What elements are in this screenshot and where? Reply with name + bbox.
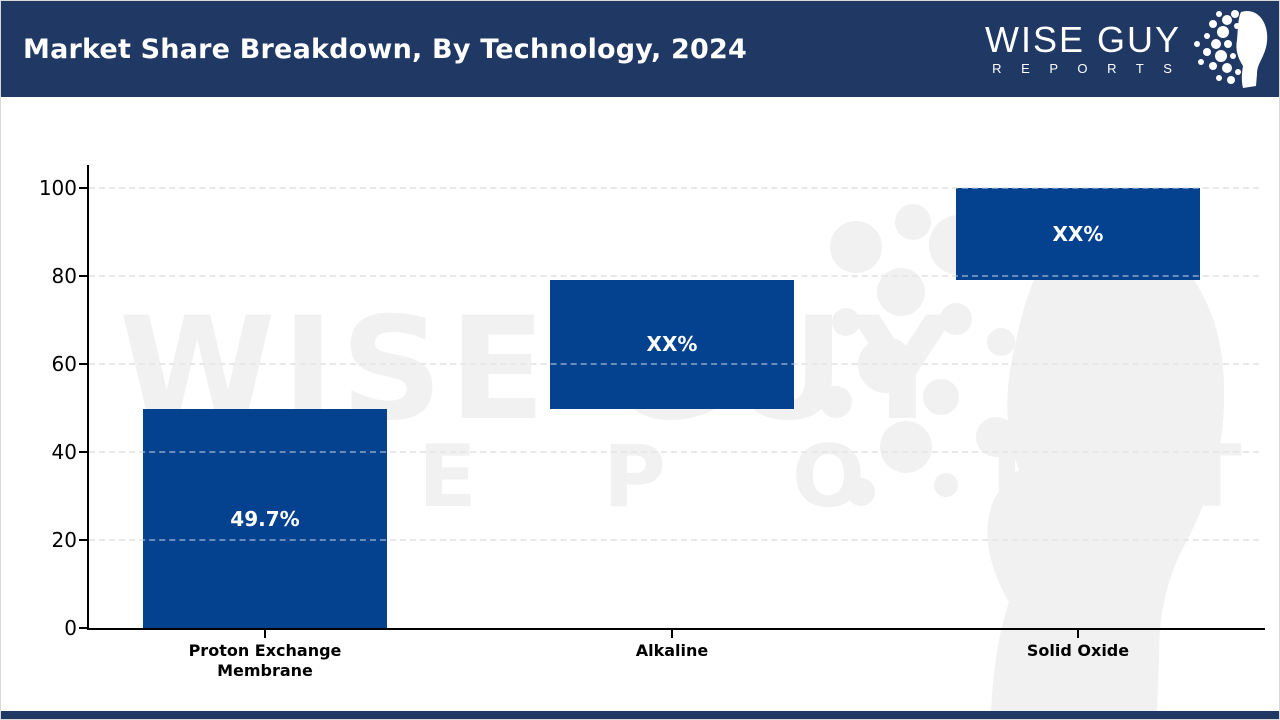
bar-value-label: XX%: [646, 332, 698, 357]
bar-value-label: XX%: [1052, 221, 1104, 246]
logo-head-icon: [1194, 10, 1268, 89]
header-bar: Market Share Breakdown, By Technology, 2…: [1, 1, 1279, 97]
bar-proton-exchange-membrane: 49.7%: [143, 409, 387, 628]
gridline-overlay-40: [89, 451, 1259, 453]
logo-text: WISE GUY R E P O R T S: [984, 19, 1181, 77]
y-tick-label-40: 40: [51, 440, 77, 464]
bar-alkaline: XX%: [550, 279, 794, 410]
gridline-overlay-80: [89, 275, 1259, 277]
gridline-80: [89, 275, 1259, 277]
y-tick-mark-80: [79, 275, 87, 277]
x-axis-line: [87, 628, 1265, 630]
x-category-label-alkaline: Alkaline: [635, 641, 709, 660]
footer-bar: [1, 711, 1279, 719]
x-category-label-proton-exchange-membrane: Proton Exchange Membrane: [188, 641, 342, 680]
y-tick-mark-40: [79, 451, 87, 453]
x-tick-mark-1: [671, 630, 673, 638]
y-tick-mark-60: [79, 363, 87, 365]
x-tick-mark-0: [264, 630, 266, 638]
y-tick-mark-0: [79, 627, 87, 629]
y-tick-label-60: 60: [51, 352, 77, 376]
x-tick-mark-2: [1077, 630, 1079, 638]
gridline-overlay-100: [89, 187, 1259, 189]
y-tick-mark-20: [79, 539, 87, 541]
logo-name: WISE GUY: [984, 19, 1181, 60]
logo-subtitle: R E P O R T S: [992, 61, 1180, 76]
y-tick-label-100: 100: [38, 176, 77, 200]
bar-solid-oxide: XX%: [956, 188, 1200, 280]
y-tick-label-20: 20: [51, 528, 77, 552]
x-category-label-solid-oxide: Solid Oxide: [1026, 641, 1130, 660]
y-tick-label-80: 80: [51, 264, 77, 288]
gridline-overlay-20: [89, 539, 1259, 541]
page-title: Market Share Breakdown, By Technology, 2…: [23, 33, 748, 65]
gridline-overlay-60: [89, 363, 1259, 365]
y-tick-label-0: 0: [64, 616, 77, 640]
gridline-20: [89, 539, 1259, 541]
gridline-40: [89, 451, 1259, 453]
gridline-100: [89, 187, 1259, 189]
y-axis-line: [87, 165, 89, 630]
wise-guy-logo: WISE GUY R E P O R T S: [984, 6, 1279, 92]
y-tick-mark-100: [79, 187, 87, 189]
bar-value-label: 49.7%: [230, 506, 300, 531]
